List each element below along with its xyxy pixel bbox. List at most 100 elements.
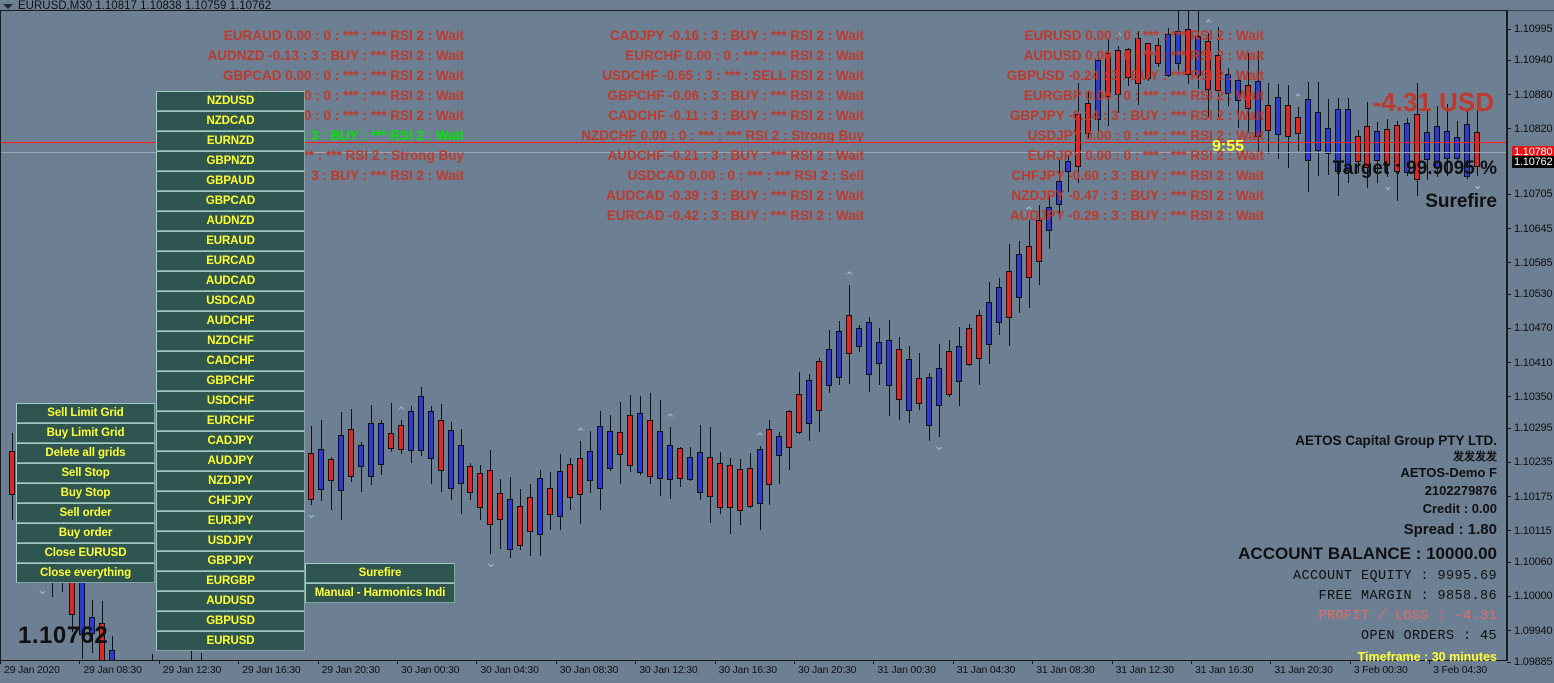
signal-row: EURCAD -0.42 : 3 : BUY : *** RSI 2 : Wai… (606, 208, 864, 223)
signal-row: CADJPY -0.16 : 3 : BUY : *** RSI 2 : Wai… (609, 28, 864, 43)
time-axis-tick: 30 Jan 16:30 (714, 660, 777, 676)
price-axis-tick: 1.09885 (1507, 656, 1553, 668)
pair-button-gbpaud[interactable]: GBPAUD (156, 171, 305, 191)
fractal-arrow-icon: ⌃ (395, 403, 407, 419)
fractal-arrow-icon: ⌄ (485, 554, 497, 570)
pair-button-cadchf[interactable]: CADCHF (156, 351, 305, 371)
pair-button-eurusd[interactable]: EURUSD (156, 631, 305, 651)
time-axis-tick: 29 Jan 20:30 (317, 660, 380, 676)
pair-button-nzdusd[interactable]: NZDUSD (156, 91, 305, 111)
trade-button-buy-limit-grid[interactable]: Buy Limit Grid (16, 423, 155, 443)
strategy-button-surefire[interactable]: Surefire (305, 563, 455, 583)
signal-row: AUDCAD -0.39 : 3 : BUY : *** RSI 2 : Wai… (605, 188, 864, 203)
strategy-name-label: Surefire (1425, 191, 1497, 212)
pair-button-audjpy[interactable]: AUDJPY (156, 451, 305, 471)
timeframe-label: Timeframe : 30 minutes (1357, 650, 1497, 664)
signal-row: GBPCHF -0.06 : 3 : BUY : *** RSI 2 : Wai… (607, 88, 864, 103)
trade-button-sell-limit-grid[interactable]: Sell Limit Grid (16, 403, 155, 423)
time-axis-tick: 31 Jan 08:30 (1032, 660, 1095, 676)
account-equity: ACCOUNT EQUITY : 9995.69 (1292, 569, 1497, 584)
price-axis-tick: 1.10060 (1507, 556, 1553, 568)
fractal-arrow-icon: ⌃ (1203, 16, 1214, 32)
signal-row: GBPJPY -0.14 : 3 : BUY : *** RSI 2 : Wai… (1009, 108, 1264, 123)
account-owner: 发发发发 (1453, 450, 1497, 463)
chevron-down-icon[interactable] (3, 4, 13, 9)
time-axis-tick: 3 Feb 00:30 (1349, 660, 1408, 676)
broker-name: AETOS Capital Group PTY LTD. (1295, 433, 1497, 448)
account-info-panel: AETOS Capital Group PTY LTD. 发发发发 AETOS-… (1238, 432, 1497, 667)
open-orders: OPEN ORDERS : 45 (1360, 629, 1497, 644)
account-balance: ACCOUNT BALANCE : 10000.00 (1238, 544, 1497, 563)
pair-button-nzdjpy[interactable]: NZDJPY (156, 471, 305, 491)
pair-selector-panel[interactable]: NZDUSD NZDCAD EURNZD GBPNZD GBPAUD GBPCAD AUDN… (156, 91, 305, 651)
price-axis-line (1507, 10, 1508, 661)
time-axis-tick: 29 Jan 16:30 (238, 660, 301, 676)
pair-button-eurcad[interactable]: EURCAD (156, 251, 305, 271)
fractal-arrow-icon: ⌄ (1382, 177, 1394, 193)
pair-button-euraud[interactable]: EURAUD (156, 231, 305, 251)
trade-button-delete-all-grids[interactable]: Delete all grids (16, 443, 155, 463)
pair-button-gbpcad[interactable]: GBPCAD (156, 191, 305, 211)
pair-button-eurgbp[interactable]: EURGBP (156, 571, 305, 591)
pair-button-eurnzd[interactable]: EURNZD (156, 131, 305, 151)
time-axis-tick: 30 Jan 12:30 (635, 660, 698, 676)
pair-button-eurjpy[interactable]: EURJPY (156, 511, 305, 531)
pair-button-audusd[interactable]: AUDUSD (156, 591, 305, 611)
pair-button-gbpchf[interactable]: GBPCHF (156, 371, 305, 391)
signal-row: CADCHF -0.11 : 3 : BUY : *** RSI 2 : Wai… (608, 108, 864, 123)
price-axis-tick: 1.10410 (1507, 357, 1553, 369)
pair-button-gbpjpy[interactable]: GBPJPY (156, 551, 305, 571)
trade-button-buy-order[interactable]: Buy order (16, 523, 155, 543)
signal-row: CHFJPY -0.60 : 3 : BUY : *** RSI 2 : Wai… (1011, 168, 1264, 183)
pair-button-usdcad[interactable]: USDCAD (156, 291, 305, 311)
price-axis-tick: 1.10295 (1507, 422, 1553, 434)
trade-actions-panel[interactable]: Sell Limit Grid Buy Limit Grid Delete all … (16, 403, 155, 583)
target-label: Target : 99.9095 % (1332, 158, 1497, 179)
pair-button-audchf[interactable]: AUDCHF (156, 311, 305, 331)
trade-button-close-everything[interactable]: Close everything (16, 563, 155, 583)
fractal-arrow-icon: ⌃ (844, 268, 856, 284)
fractal-arrow-icon: ⌃ (1023, 203, 1035, 219)
signal-row: NZDCHF 0.00 : 0 : *** : *** RSI 2 : Stro… (581, 128, 864, 143)
fractal-arrow-icon: ⌃ (664, 410, 676, 426)
strategy-panel[interactable]: Surefire Manual - Harmonics Indi (305, 563, 455, 603)
pair-button-gbpusd[interactable]: GBPUSD (156, 611, 305, 631)
price-axis-tick: 1.10530 (1507, 288, 1553, 300)
fractal-arrow-icon: ⌃ (1292, 91, 1304, 107)
strategy-button-manual-harmonics-indi[interactable]: Manual - Harmonics Indi (305, 583, 455, 603)
price-axis[interactable]: 1.10995 1.10940 1.10880 1.10820 1.10780 1.107… (1507, 10, 1554, 668)
floating-profit-label: -4.31 USD (1372, 87, 1494, 117)
time-axis-tick: 30 Jan 04:30 (476, 660, 539, 676)
signal-row: EURUSD 0.00 : 0 : *** : *** RSI 2 : Wait (1024, 28, 1264, 43)
account-number: 2102279876 (1424, 483, 1497, 498)
pair-button-cadjpy[interactable]: CADJPY (156, 431, 305, 451)
price-axis-tick: 1.10470 (1507, 322, 1553, 334)
signal-row: GBPCAD 0.00 : 0 : *** : *** RSI 2 : Wait (222, 68, 464, 83)
pair-button-chfjpy[interactable]: CHFJPY (156, 491, 305, 511)
fractal-arrow-icon: ⌄ (933, 438, 945, 454)
fractal-arrow-icon: ⌄ (1472, 176, 1484, 192)
price-axis-tick: 1.10995 (1507, 23, 1553, 35)
time-axis[interactable]: 29 Jan 2020 29 Jan 08:30 29 Jan 12:30 29 Ja… (0, 660, 1554, 683)
trade-button-sell-stop[interactable]: Sell Stop (16, 463, 155, 483)
trade-button-buy-stop[interactable]: Buy Stop (16, 483, 155, 503)
fractal-arrow-icon: ⌄ (306, 505, 317, 521)
trade-button-sell-order[interactable]: Sell order (16, 503, 155, 523)
fractal-arrow-icon: ⌃ (575, 424, 587, 440)
pair-button-nzdcad[interactable]: NZDCAD (156, 111, 305, 131)
time-axis-tick: 30 Jan 20:30 (793, 660, 857, 676)
pair-button-usdchf[interactable]: USDCHF (156, 391, 305, 411)
signal-column-2: CADJPY -0.16 : 3 : BUY : *** RSI 2 : Wai… (530, 26, 864, 226)
pair-button-eurchf[interactable]: EURCHF (156, 411, 305, 431)
trade-button-close-eurusd[interactable]: Close EURUSD (16, 543, 155, 563)
price-axis-tick: 1.10175 (1507, 491, 1553, 503)
pair-button-nzdchf[interactable]: NZDCHF (156, 331, 305, 351)
pair-button-audcad[interactable]: AUDCAD (156, 271, 305, 291)
signal-row: EURGBP 0.00 : 0 : *** : *** RSI 2 : Wait (1023, 88, 1264, 103)
fractal-arrow-icon: ⌃ (1113, 30, 1125, 46)
ask-price-line (1, 151, 1506, 153)
pair-button-usdjpy[interactable]: USDJPY (156, 531, 305, 551)
bid-price-line (1, 141, 1506, 143)
pair-button-gbpnzd[interactable]: GBPNZD (156, 151, 305, 171)
pair-button-audnzd[interactable]: AUDNZD (156, 211, 305, 231)
